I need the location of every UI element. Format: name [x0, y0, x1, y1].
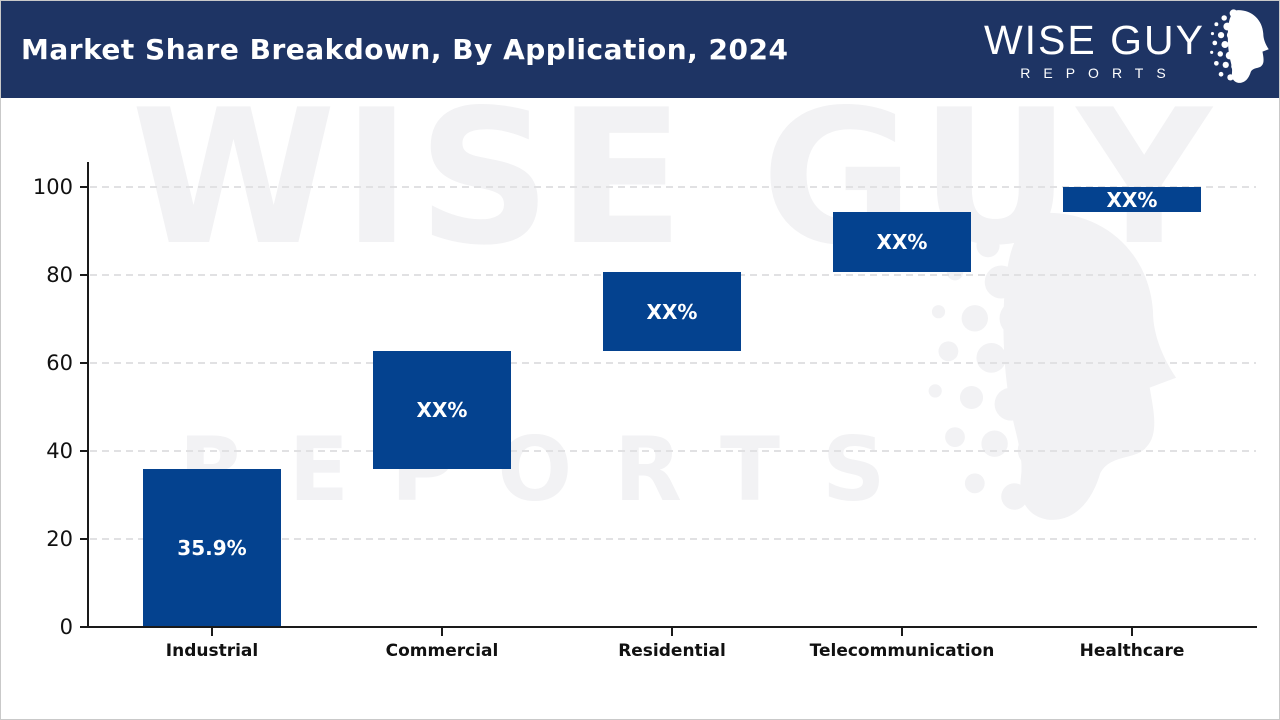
bar-value-label: XX% [416, 398, 468, 423]
y-tick-label: 100 [32, 175, 73, 199]
gridline-20 [90, 538, 1256, 540]
watermark-subtext: REPORTS [179, 418, 928, 521]
logo-wordmark: WISE GUY [983, 17, 1205, 63]
y-axis-tick [80, 362, 88, 364]
y-tick-label: 60 [46, 351, 73, 375]
bar-residential: XX% [603, 271, 741, 352]
bar-value-label: XX% [646, 299, 698, 324]
x-tick-label-commercial: Commercial [385, 641, 499, 661]
x-axis-tick [1131, 628, 1133, 636]
x-tick-label-industrial: Industrial [165, 641, 259, 661]
wiseguy-logo: WISE GUY REPORTS [984, 7, 1273, 93]
x-axis-line [87, 626, 1257, 628]
gridline-60 [90, 362, 1256, 364]
bar-value-label: XX% [876, 229, 928, 254]
header-bar: Market Share Breakdown, By Application, … [1, 1, 1279, 98]
x-axis-tick [211, 628, 213, 636]
chart-area: WISE GUY REPORTS 35.9% XX% XX% XX% XX% 0 20 40… [1, 85, 1279, 719]
gridline-40 [90, 450, 1256, 452]
x-tick-label-residential: Residential [618, 641, 726, 661]
x-tick-label-healthcare: Healthcare [1079, 641, 1185, 661]
y-axis-tick [80, 450, 88, 452]
x-axis-tick [901, 628, 903, 636]
wiseguy-head-icon [1210, 9, 1269, 83]
bar-telecommunication: XX% [833, 212, 971, 272]
y-tick-label: 0 [59, 615, 73, 639]
bar-industrial: 35.9% [143, 469, 281, 627]
y-axis-tick [80, 538, 88, 540]
y-axis-tick [80, 626, 88, 628]
gridline-100 [90, 186, 1256, 188]
bar-healthcare: XX% [1063, 187, 1201, 213]
x-tick-label-telecommunication: Telecommunication [809, 641, 995, 661]
y-tick-label: 20 [46, 527, 73, 551]
y-axis-tick [80, 274, 88, 276]
page-title: Market Share Breakdown, By Application, … [21, 33, 789, 66]
y-tick-label: 40 [46, 439, 73, 463]
bar-value-label: XX% [1106, 187, 1158, 212]
bar-value-label: 35.9% [177, 536, 247, 560]
bar-commercial: XX% [373, 351, 511, 470]
y-axis-tick [80, 186, 88, 188]
logo-text: WISE GUY REPORTS [983, 17, 1205, 81]
logo-subtext: REPORTS [1020, 65, 1179, 81]
x-axis-tick [441, 628, 443, 636]
x-axis-tick [671, 628, 673, 636]
y-axis-line [87, 162, 89, 627]
y-tick-label: 80 [46, 263, 73, 287]
